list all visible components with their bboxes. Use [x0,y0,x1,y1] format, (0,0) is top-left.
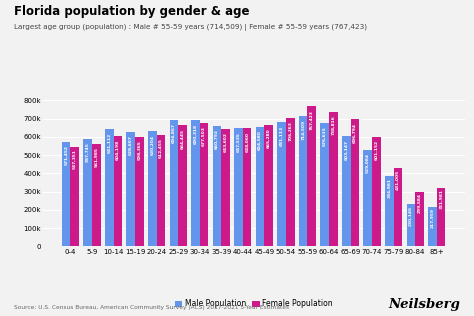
Bar [243,128,251,246]
Bar [178,125,187,246]
Text: 714,509: 714,509 [301,120,305,140]
Text: 612,455: 612,455 [159,138,163,158]
Text: 630,204: 630,204 [150,135,155,155]
Text: 664,445: 664,445 [181,129,184,149]
Text: 603,147: 603,147 [344,140,348,160]
Bar [342,137,351,246]
Text: 641,112: 641,112 [107,133,111,153]
Text: 384,981: 384,981 [387,178,392,198]
Bar [308,106,316,246]
Bar [415,192,424,246]
Text: 690,318: 690,318 [193,124,197,144]
Text: 665,280: 665,280 [267,129,271,149]
Bar [71,147,79,246]
Bar [62,142,71,246]
Text: 299,584: 299,584 [418,193,421,213]
Bar [299,116,308,246]
Text: 643,602: 643,602 [224,132,228,152]
Bar [213,126,221,246]
Bar [148,131,156,246]
Text: 598,365: 598,365 [137,141,141,160]
Text: 604,198: 604,198 [116,139,120,160]
Text: 648,060: 648,060 [245,132,249,152]
Text: 529,084: 529,084 [366,153,370,173]
Bar [407,204,415,246]
Text: 738,816: 738,816 [331,116,335,135]
Text: Largest age group (population) : Male # 55-59 years (714,509) | Female # 55-59 y: Largest age group (population) : Male # … [14,24,367,31]
Bar [92,144,100,246]
Text: 431,005: 431,005 [396,170,400,190]
Bar [156,135,165,246]
Text: 230,146: 230,146 [409,206,413,226]
Bar [364,150,372,246]
Bar [83,139,92,246]
Text: 677,503: 677,503 [202,126,206,146]
Bar [393,168,402,246]
Text: 601,152: 601,152 [374,140,378,160]
Bar [286,118,294,246]
Text: 694,867: 694,867 [172,124,176,143]
Bar [114,136,122,246]
Bar [437,188,446,246]
Bar [277,122,286,246]
Text: 587,745: 587,745 [86,143,90,162]
Bar [170,120,178,246]
Text: 628,607: 628,607 [129,135,133,155]
Text: 547,351: 547,351 [73,149,77,169]
Bar [105,130,114,246]
Bar [256,127,264,246]
Text: Florida population by gender & age: Florida population by gender & age [14,5,250,18]
Text: 561,985: 561,985 [94,147,98,167]
Text: 660,792: 660,792 [215,130,219,149]
Bar [320,123,329,246]
Bar [135,137,144,246]
Bar [191,120,200,246]
Bar [385,176,393,246]
Bar [329,112,337,246]
Bar [200,123,209,246]
Bar [351,119,359,246]
Text: 696,794: 696,794 [353,123,357,143]
Text: 571,452: 571,452 [64,145,68,165]
Bar [127,132,135,246]
Bar [221,129,230,246]
Text: Source: U.S. Census Bureau, American Community Survey (ACS) 2017-2021 5-Year Est: Source: U.S. Census Bureau, American Com… [14,305,289,310]
Legend: Male Population, Female Population: Male Population, Female Population [172,296,336,312]
Text: 321,981: 321,981 [439,190,443,210]
Text: 681,113: 681,113 [280,126,283,146]
Text: 676,615: 676,615 [323,127,327,146]
Bar [264,125,273,246]
Text: 706,263: 706,263 [288,121,292,141]
Text: 767,423: 767,423 [310,111,314,130]
Text: 647,535: 647,535 [237,132,240,152]
Text: 654,580: 654,580 [258,131,262,150]
Bar [372,137,381,246]
Bar [234,128,243,246]
Text: Neilsberg: Neilsberg [388,298,460,311]
Bar [428,207,437,246]
Text: 217,959: 217,959 [430,208,434,228]
